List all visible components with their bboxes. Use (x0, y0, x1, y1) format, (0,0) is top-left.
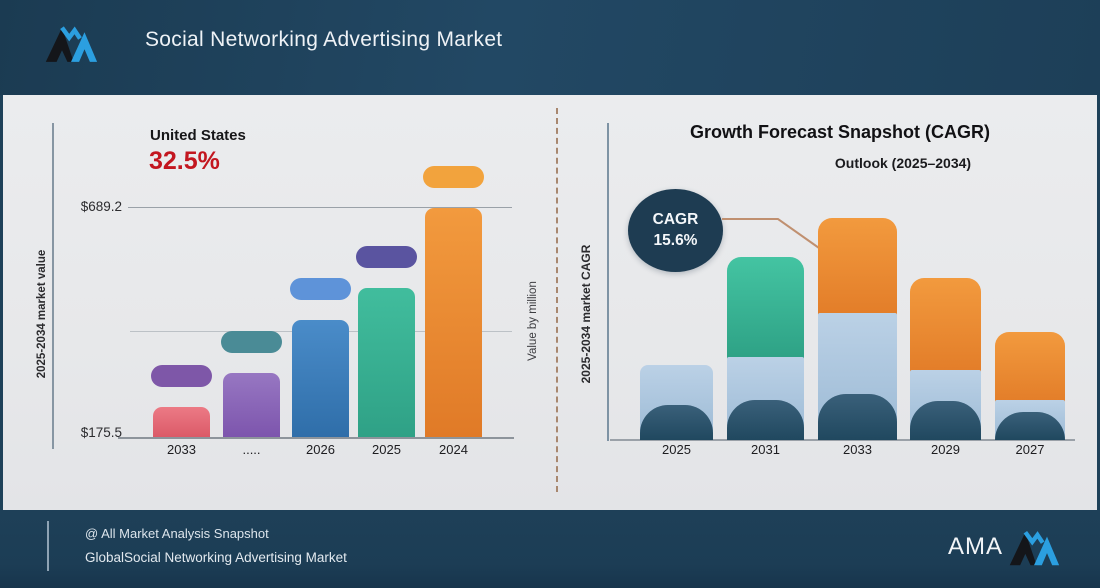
right-x-label: 2031 (751, 442, 780, 457)
badge-connector-line (722, 218, 820, 249)
footer-divider-rule (47, 521, 49, 571)
ama-logo-icon (45, 26, 98, 62)
ama-footer-logo-icon (1009, 530, 1060, 566)
left-chart-x-axis (118, 437, 514, 439)
left-bar-cap (221, 331, 282, 354)
right-x-label: 2025 (662, 442, 691, 457)
left-bar-cap (356, 245, 417, 268)
left-x-label: 2024 (439, 442, 468, 457)
right-chart-y-axis (607, 123, 609, 441)
cagr-badge-label: CAGR (652, 210, 699, 228)
footer: @ All Market Analysis Snapshot GlobalSoc… (0, 510, 1100, 588)
left-x-label: 2025 (372, 442, 401, 457)
left-bar (358, 287, 415, 437)
cagr-badge-value: 15.6% (653, 231, 698, 249)
y-tick-top: $689.2 (80, 199, 122, 214)
left-y-axis-right-label: Value by million (527, 281, 539, 361)
right-x-label: 2033 (843, 442, 872, 457)
left-bar (292, 320, 349, 437)
right-y-axis-label: 2025-2034 market CAGR (579, 244, 593, 384)
right-bar-top-segment (995, 332, 1065, 406)
left-bar (223, 373, 280, 437)
footer-brand-text: AMA (948, 533, 1004, 560)
y-tick-bottom: $175.5 (80, 425, 122, 440)
right-bar-dome-segment (818, 394, 897, 440)
panel-divider (556, 108, 558, 492)
left-chart-y-axis (52, 123, 54, 449)
left-bar (153, 407, 210, 437)
right-bar-top-segment (727, 257, 804, 363)
left-bar-cap (151, 365, 212, 388)
right-bar-dome-segment (910, 401, 981, 440)
left-y-axis-label: 2025-2034 market value (36, 249, 48, 379)
region-label: United States (150, 127, 246, 144)
gridline-top (128, 207, 512, 208)
cagr-badge: CAGR 15.6% (628, 189, 723, 272)
right-chart-title: Growth Forecast Snapshot (CAGR) (689, 122, 990, 142)
right-chart-subtitle: Outlook (2025–2034) (834, 155, 972, 171)
footer-report-line: GlobalSocial Networking Advertising Mark… (85, 550, 347, 565)
left-x-label: 2026 (306, 442, 335, 457)
footer-source-line: @ All Market Analysis Snapshot (85, 526, 269, 541)
header: Social Networking Advertising Market (0, 0, 1100, 95)
right-bar-dome-segment (727, 400, 804, 440)
right-bar-top-segment (910, 278, 981, 376)
page-title: Social Networking Advertising Market (145, 28, 503, 51)
right-bar-dome-segment (640, 405, 713, 440)
right-bar-top-segment (818, 218, 897, 319)
left-x-label: ..... (242, 442, 261, 457)
right-x-label: 2029 (931, 442, 960, 457)
highlight-percentage: 32.5% (149, 147, 220, 175)
left-bar-cap (290, 278, 351, 301)
left-x-label: 2033 (167, 442, 196, 457)
left-bar-cap (423, 166, 484, 188)
left-bar (425, 208, 482, 437)
right-x-label: 2027 (1015, 442, 1045, 457)
right-bar-dome-segment (995, 412, 1065, 440)
